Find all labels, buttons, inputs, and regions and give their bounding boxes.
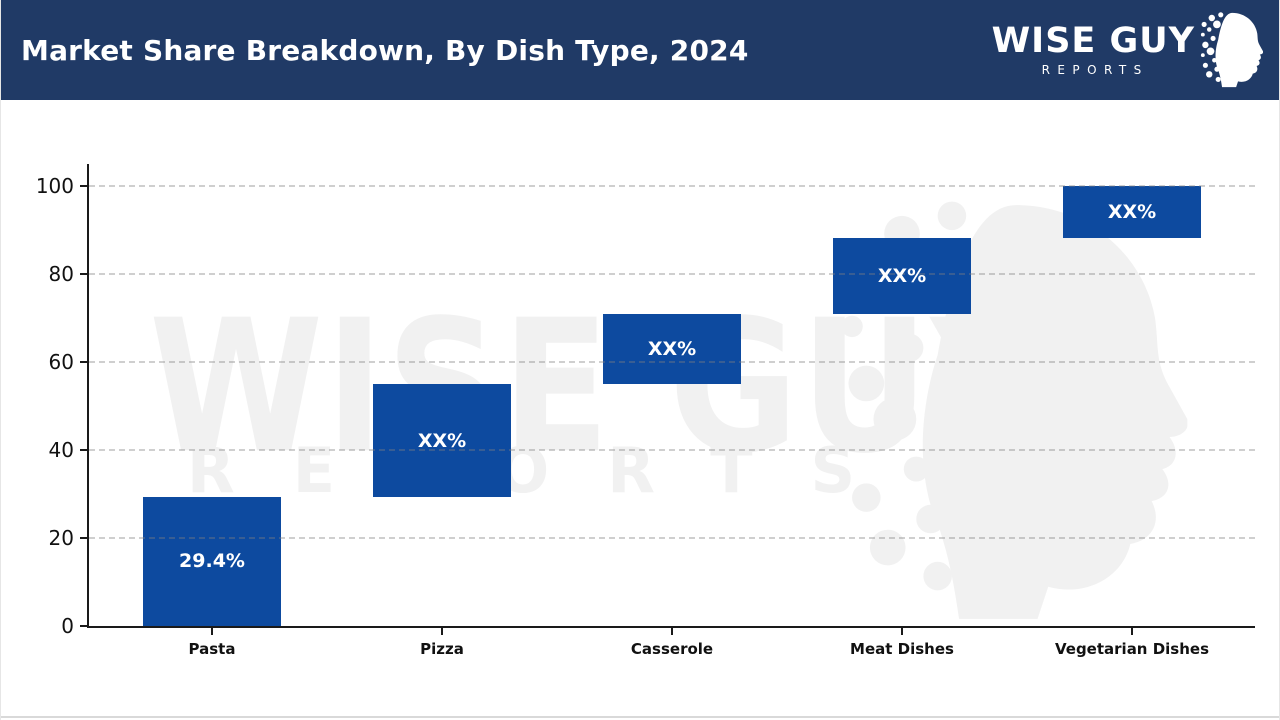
bar-pizza: [373, 384, 511, 497]
y-axis-spine: [87, 164, 89, 628]
brand-logo-text: WISE GUY REPORTS: [991, 20, 1195, 77]
y-tick-label-20: 20: [48, 526, 74, 550]
x-tick-casserole: [671, 628, 673, 635]
logo-subtitle: REPORTS: [1041, 62, 1149, 77]
watermark-wordmark: WISE GUY: [149, 280, 1048, 495]
y-tick-label-80: 80: [48, 262, 74, 286]
x-tick-label-casserole: Casserole: [630, 640, 714, 658]
bar-vegetarian-dishes: [1063, 186, 1201, 239]
bar-label-pizza: XX%: [417, 429, 467, 452]
x-tick-vegetarian-dishes: [1131, 628, 1133, 635]
y-tick-label-60: 60: [48, 350, 74, 374]
x-tick-pizza: [441, 628, 443, 635]
brand-logo: WISE GUY REPORTS: [992, 7, 1263, 93]
bar-label-meat-dishes: XX%: [877, 265, 927, 288]
logo-wordmark: WISE GUY: [991, 20, 1195, 61]
gridline-40: [89, 449, 1255, 451]
gridline-20: [89, 537, 1255, 539]
x-tick-label-pizza: Pizza: [420, 640, 464, 658]
y-tick-label-0: 0: [61, 614, 74, 638]
header-banner: Market Share Breakdown, By Dish Type, 20…: [1, 0, 1279, 100]
y-tick-100: [80, 185, 89, 187]
chart-title: Market Share Breakdown, By Dish Type, 20…: [21, 33, 749, 67]
bar-meat-dishes: [833, 238, 971, 315]
y-tick-0: [80, 625, 89, 627]
y-tick-20: [80, 537, 89, 539]
watermark-subtitle: REPORTS: [187, 434, 914, 507]
y-tick-60: [80, 361, 89, 363]
logo-face-icon: [1199, 7, 1263, 93]
y-tick-40: [80, 449, 89, 451]
x-tick-label-vegetarian-dishes: Vegetarian Dishes: [1054, 640, 1210, 658]
x-tick-label-meat-dishes: Meat Dishes: [850, 640, 954, 658]
bar-label-casserole: XX%: [647, 338, 697, 361]
x-tick-pasta: [211, 628, 213, 635]
gridline-80: [89, 273, 1255, 275]
bar-label-pasta: 29.4%: [179, 550, 245, 573]
y-tick-label-100: 100: [35, 174, 74, 198]
bar-label-vegetarian-dishes: XX%: [1107, 201, 1157, 224]
x-tick-label-pasta: Pasta: [188, 640, 236, 658]
gridline-100: [89, 185, 1255, 187]
y-tick-80: [80, 273, 89, 275]
x-tick-meat-dishes: [901, 628, 903, 635]
gridline-60: [89, 361, 1255, 363]
y-tick-label-40: 40: [48, 438, 74, 462]
x-axis-spine: [87, 626, 1255, 628]
bar-pasta: [143, 496, 281, 626]
bar-casserole: [603, 314, 741, 384]
bottom-divider: [1, 716, 1279, 718]
